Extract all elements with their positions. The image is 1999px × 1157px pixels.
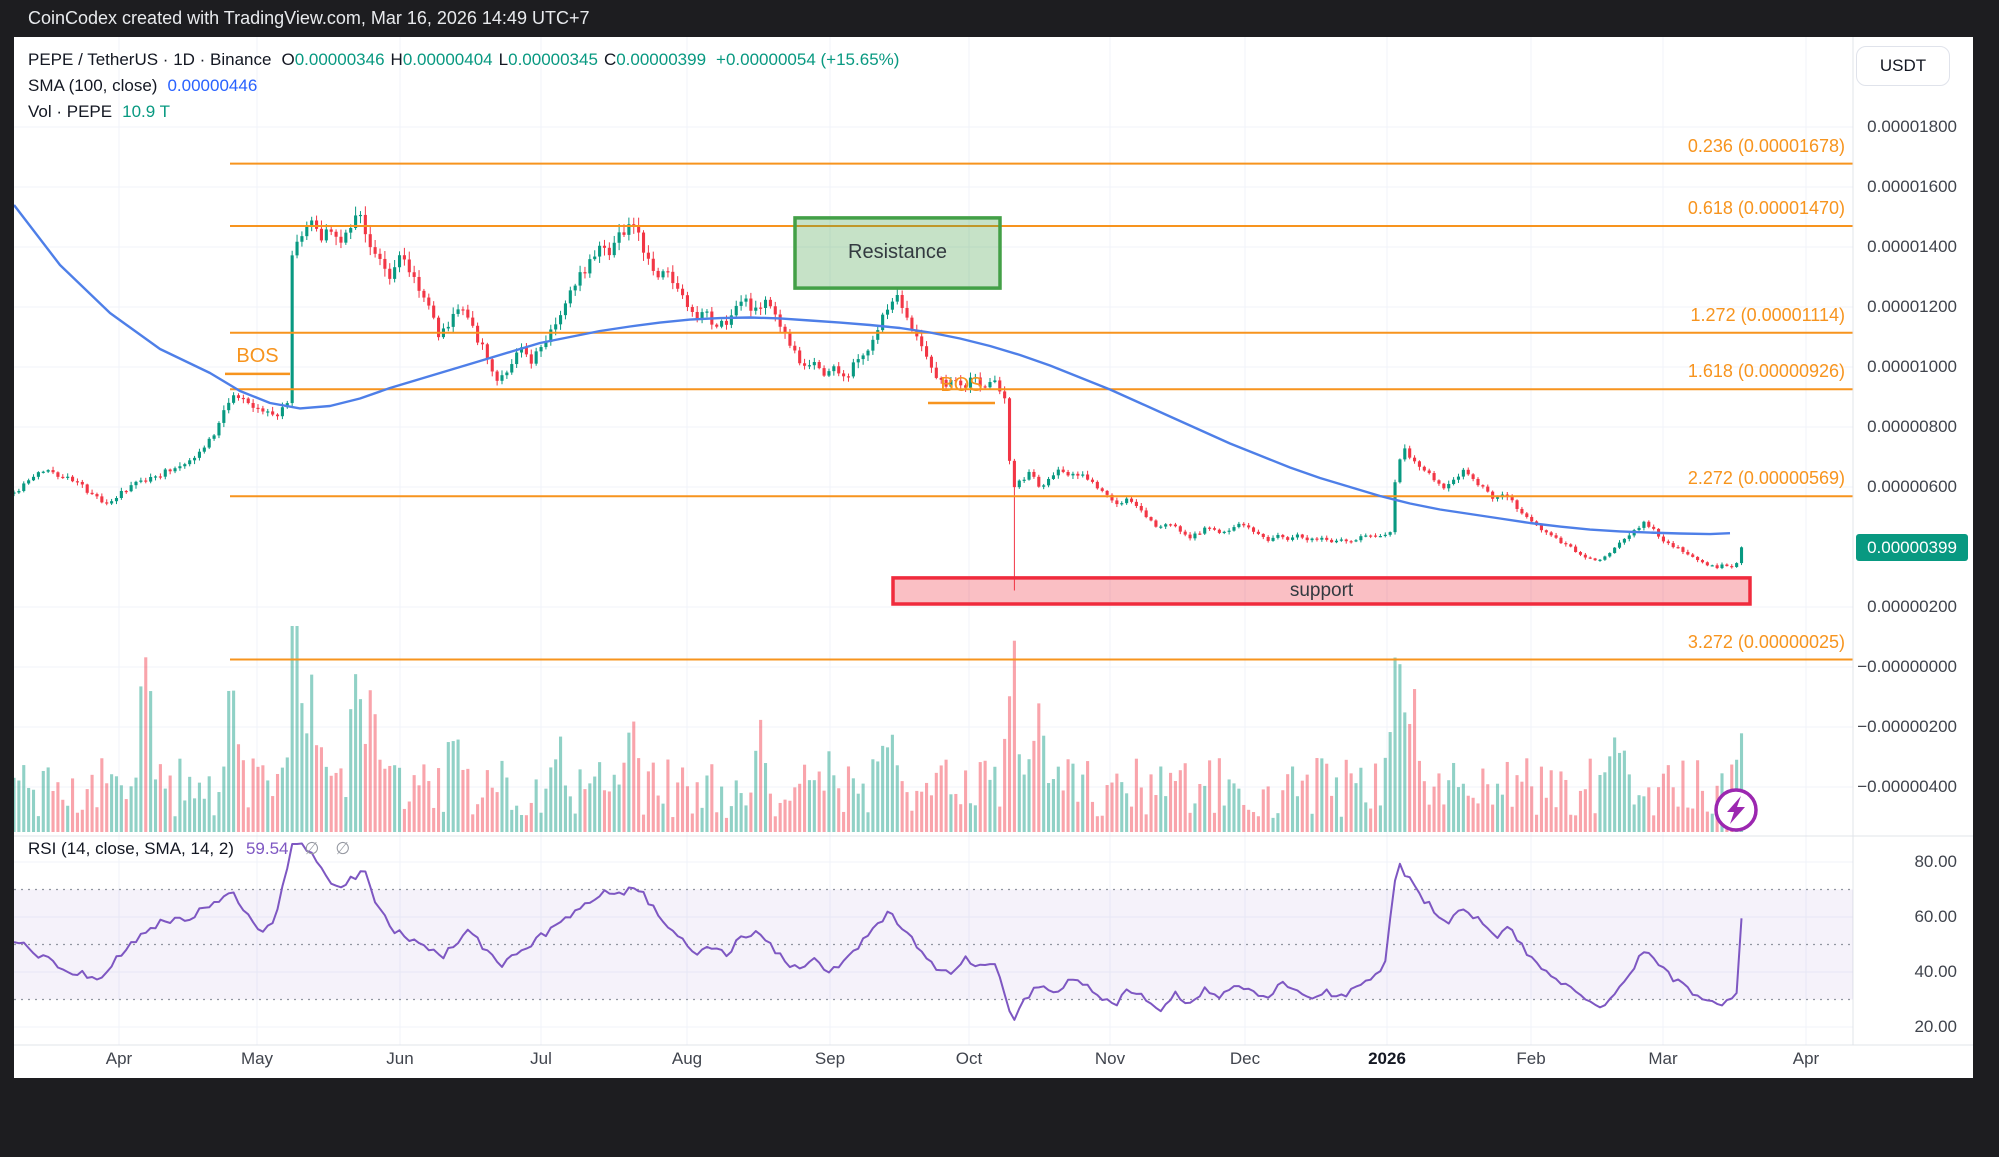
- grid-lines: [14, 37, 1853, 1045]
- fib-retracement-lines: [230, 162, 1853, 661]
- bos-markers: [225, 372, 995, 405]
- footer-bar: TradingView: [0, 1078, 1999, 1157]
- volume-bars: [14, 626, 1744, 832]
- sma-line: [14, 204, 1731, 536]
- chart-canvas-area: [14, 37, 1973, 1078]
- watermark-text: CoinCodex created with TradingView.com, …: [28, 8, 590, 28]
- price-chart-svg: [14, 37, 1973, 1046]
- currency-toggle-button[interactable]: USDT: [1856, 46, 1950, 86]
- rsi-line: [14, 842, 1743, 1021]
- rsi-pane: [14, 842, 1853, 1021]
- watermark-bar: CoinCodex created with TradingView.com, …: [0, 0, 1999, 37]
- price-zones: [793, 216, 1752, 606]
- flash-icon[interactable]: [1714, 788, 1758, 832]
